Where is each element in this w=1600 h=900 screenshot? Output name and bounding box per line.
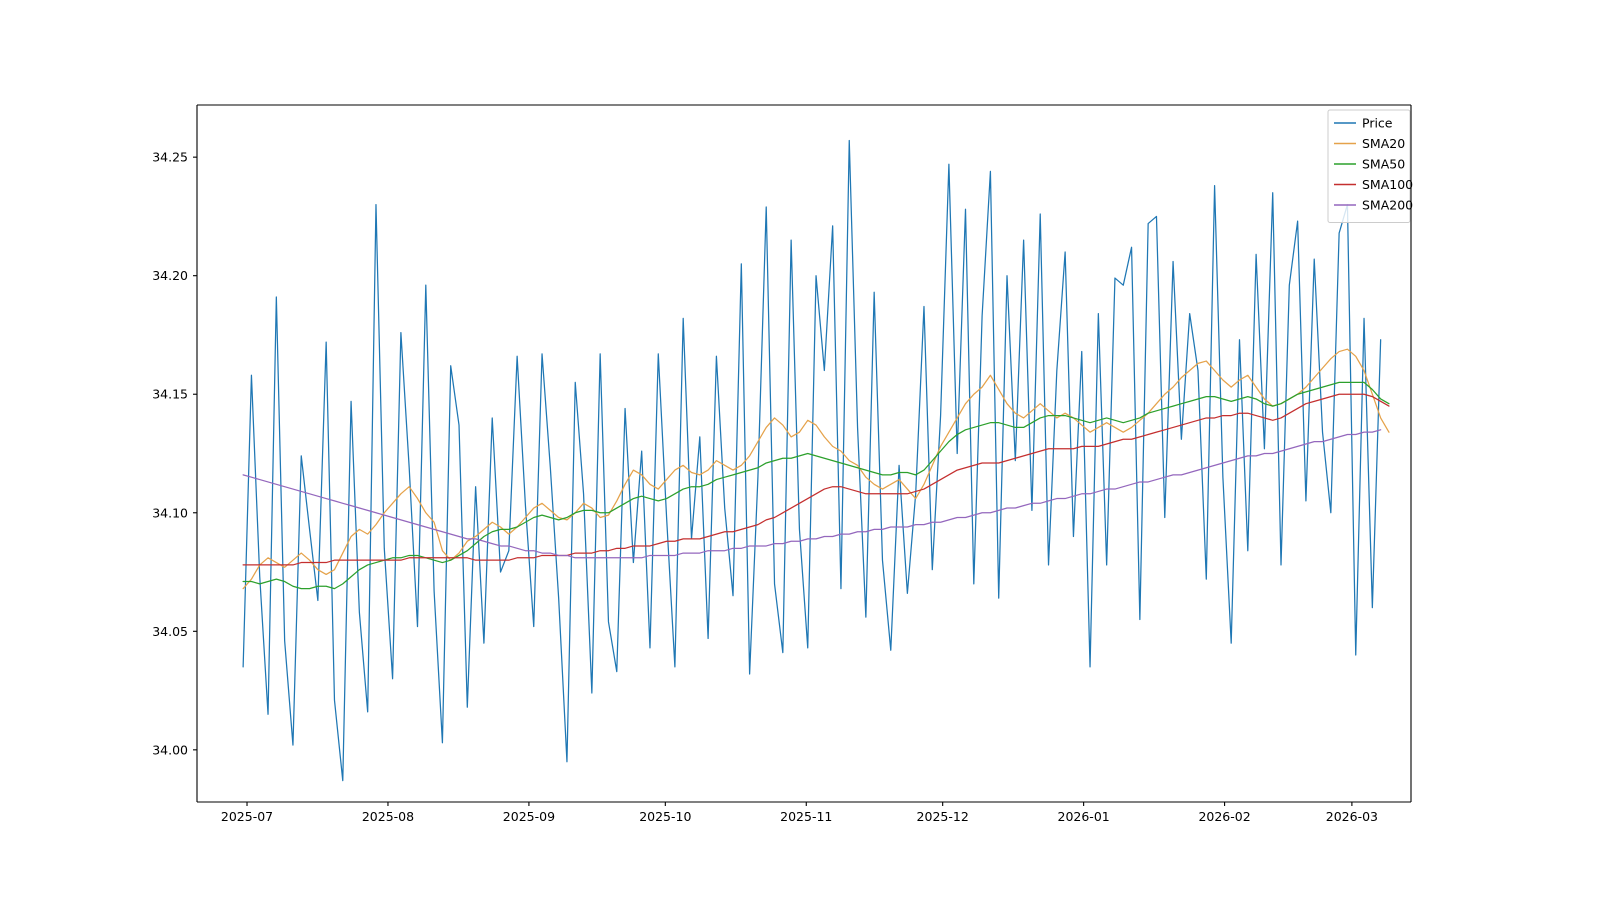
y-tick-label: 34.05 [152,624,188,639]
axes [196,104,1412,803]
x-tick-label: 2025-07 [221,809,273,824]
x-tick-label: 2025-11 [780,809,832,824]
x-tick-label: 2026-02 [1198,809,1250,824]
legend-box [1327,109,1411,223]
legend-label-sma100: SMA100 [1362,177,1413,192]
chart-legend[interactable]: Price SMA20 SMA50 SMA100 SMA200 [1327,109,1413,223]
series-line-sma200 [242,429,1382,559]
legend-label-sma200: SMA200 [1362,198,1413,213]
legend-label-sma20: SMA20 [1362,136,1405,151]
x-tick-label: 2025-08 [362,809,414,824]
legend-label-sma50: SMA50 [1362,157,1405,172]
y-tick-label: 34.10 [152,505,188,520]
x-tick-label: 2026-01 [1058,809,1110,824]
x-axis-ticks: 2025-07 2025-08 2025-09 2025-10 2025-11 2025-… [221,802,1378,824]
y-axis-ticks: 34.00 34.05 34.10 34.15 34.20 34.25 [152,150,197,757]
y-tick-label: 34.25 [152,150,188,165]
y-tick-label: 34.15 [152,387,188,402]
series-line-price [242,139,1382,782]
data-series-group [242,139,1390,782]
x-tick-label: 2025-12 [917,809,969,824]
x-tick-label: 2025-09 [503,809,555,824]
series-line-sma20 [242,348,1390,590]
y-tick-label: 34.00 [152,742,188,757]
legend-label-price: Price [1362,116,1393,131]
x-tick-label: 2025-10 [639,809,691,824]
y-tick-label: 34.20 [152,268,188,283]
x-tick-label: 2026-03 [1326,809,1378,824]
series-line-sma100 [242,393,1390,566]
series-line-sma50 [242,381,1390,590]
plot-area-background [197,105,1411,802]
